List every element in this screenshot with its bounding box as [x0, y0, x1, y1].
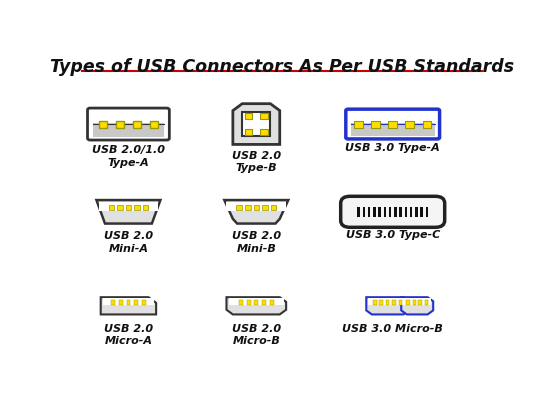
Bar	[399, 207, 402, 217]
Bar	[415, 207, 417, 217]
Bar	[425, 300, 428, 305]
Bar	[350, 123, 435, 136]
Bar	[116, 120, 124, 127]
FancyBboxPatch shape	[87, 108, 169, 140]
Bar	[403, 298, 431, 305]
Text: USB 2.0
Micro-B: USB 2.0 Micro-B	[232, 324, 281, 346]
Bar	[134, 300, 138, 305]
Bar	[247, 300, 251, 305]
Bar	[260, 114, 268, 119]
Bar	[406, 300, 410, 305]
Bar	[119, 300, 123, 305]
Bar	[386, 300, 389, 305]
Bar	[373, 207, 376, 217]
Bar	[262, 300, 266, 305]
Bar	[133, 120, 141, 127]
Bar	[426, 207, 428, 217]
Bar	[422, 120, 431, 127]
Bar	[134, 205, 140, 210]
Bar	[371, 120, 380, 127]
Bar	[270, 300, 273, 305]
Bar	[373, 300, 377, 305]
Text: USB 3.0 Type-C: USB 3.0 Type-C	[345, 230, 440, 240]
Bar	[399, 300, 402, 305]
Bar	[368, 298, 407, 305]
Bar	[383, 207, 386, 217]
Text: USB 2.0
Type-B: USB 2.0 Type-B	[232, 151, 281, 173]
Bar	[389, 207, 392, 217]
Bar	[236, 205, 242, 210]
Bar	[229, 298, 284, 305]
Bar	[255, 300, 258, 305]
Bar	[412, 300, 416, 305]
Bar	[103, 298, 154, 305]
Bar	[150, 120, 158, 127]
Polygon shape	[233, 104, 280, 144]
Bar	[245, 114, 252, 119]
Text: USB 3.0 Type-A: USB 3.0 Type-A	[345, 144, 440, 153]
Text: Types of USB Connectors As Per USB Standards: Types of USB Connectors As Per USB Stand…	[50, 58, 514, 76]
Polygon shape	[224, 200, 288, 223]
Bar	[98, 120, 107, 127]
Bar	[410, 207, 412, 217]
Text: USB 2.0
Mini-A: USB 2.0 Mini-A	[104, 231, 153, 254]
Bar	[260, 129, 268, 135]
Bar	[126, 300, 130, 305]
Bar	[108, 205, 114, 210]
Bar	[92, 123, 164, 137]
FancyBboxPatch shape	[340, 196, 445, 228]
Bar	[378, 207, 381, 217]
Bar	[245, 205, 251, 210]
Bar	[362, 207, 365, 217]
Polygon shape	[366, 297, 409, 315]
Polygon shape	[101, 297, 156, 315]
Bar	[142, 205, 149, 210]
Bar	[419, 300, 422, 305]
Bar	[388, 120, 397, 127]
Text: USB 2.0
Micro-A: USB 2.0 Micro-A	[104, 324, 153, 346]
Bar	[227, 201, 286, 211]
Polygon shape	[227, 297, 286, 315]
Bar	[239, 300, 243, 305]
Bar	[245, 129, 252, 135]
Bar	[358, 207, 360, 217]
Bar	[125, 205, 131, 210]
Bar	[98, 201, 158, 211]
Polygon shape	[96, 200, 161, 223]
Bar	[111, 300, 115, 305]
Bar	[354, 120, 363, 127]
Bar	[117, 205, 123, 210]
Bar	[394, 207, 397, 217]
Text: USB 3.0 Micro-B: USB 3.0 Micro-B	[342, 324, 443, 334]
Bar	[368, 207, 370, 217]
Bar	[405, 207, 407, 217]
Text: USB 2.0/1.0
Type-A: USB 2.0/1.0 Type-A	[92, 145, 165, 168]
Bar	[254, 205, 259, 210]
Bar	[271, 205, 276, 210]
Text: USB 2.0
Mini-B: USB 2.0 Mini-B	[232, 231, 281, 254]
Bar	[142, 300, 146, 305]
Bar	[392, 300, 395, 305]
FancyBboxPatch shape	[346, 109, 439, 139]
Bar	[420, 207, 423, 217]
Bar	[405, 120, 414, 127]
Bar	[243, 112, 270, 136]
Bar	[379, 300, 383, 305]
Polygon shape	[402, 297, 433, 315]
Bar	[262, 205, 268, 210]
